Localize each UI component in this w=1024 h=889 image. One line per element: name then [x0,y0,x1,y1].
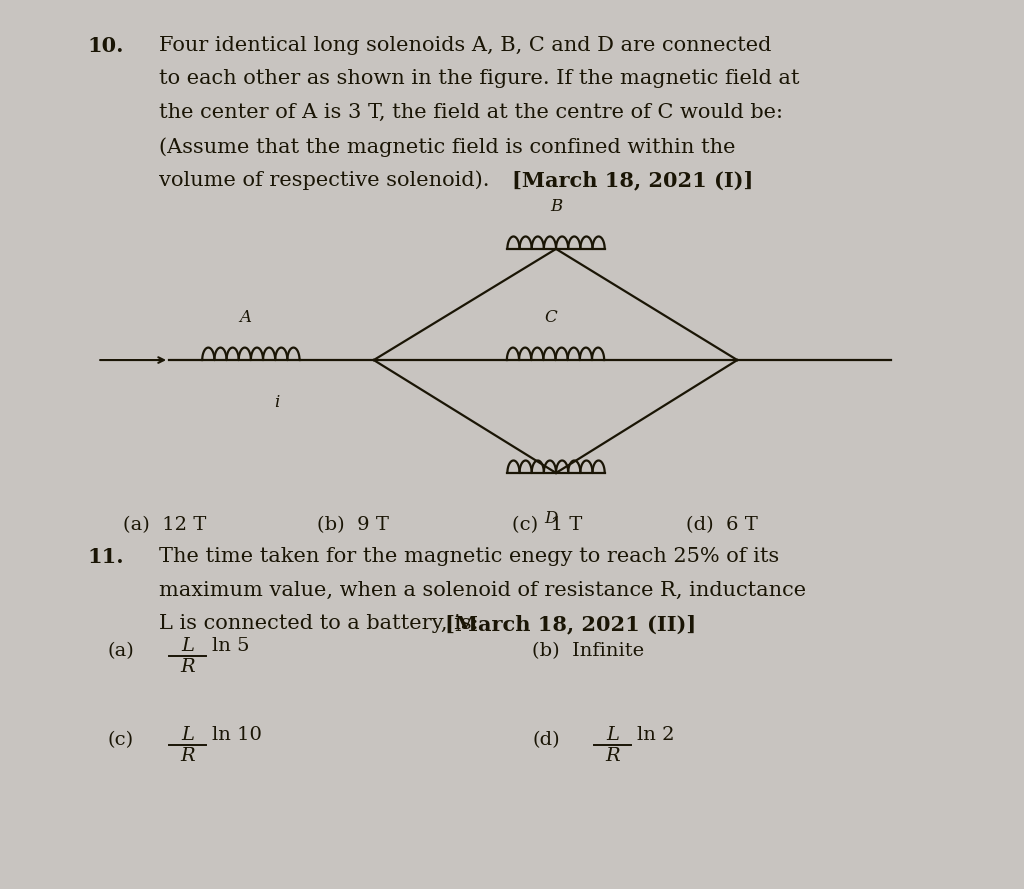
Text: ln 5: ln 5 [212,637,250,655]
Text: i: i [273,394,280,411]
Text: L: L [181,637,194,655]
Text: 10.: 10. [87,36,124,55]
Text: R: R [605,747,620,765]
Text: [March 18, 2021 (I)]: [March 18, 2021 (I)] [512,171,754,190]
Text: Four identical long solenoids A, B, C and D are connected: Four identical long solenoids A, B, C an… [159,36,771,54]
Text: D: D [544,510,558,527]
Text: C: C [544,309,557,326]
Text: B: B [550,198,562,215]
Text: (a): (a) [108,642,134,660]
Text: 11.: 11. [87,547,124,566]
Text: (b)  Infinite: (b) Infinite [532,642,644,660]
Text: R: R [180,658,195,676]
Text: (b)  9 T: (b) 9 T [317,516,389,533]
Text: (d): (d) [532,731,560,749]
Text: ln 2: ln 2 [637,726,675,744]
Text: (d)  6 T: (d) 6 T [686,516,758,533]
Text: L: L [606,726,618,744]
Text: [March 18, 2021 (II)]: [March 18, 2021 (II)] [445,614,696,634]
Text: (c): (c) [108,731,134,749]
Text: maximum value, when a solenoid of resistance R, inductance: maximum value, when a solenoid of resist… [159,581,806,599]
Text: the center of A is 3 T, the field at the centre of C would be:: the center of A is 3 T, the field at the… [159,103,782,122]
Text: The time taken for the magnetic enegy to reach 25% of its: The time taken for the magnetic enegy to… [159,547,779,565]
Text: L: L [181,726,194,744]
Text: (Assume that the magnetic field is confined within the: (Assume that the magnetic field is confi… [159,137,735,156]
Text: (c)  1 T: (c) 1 T [512,516,583,533]
Text: A: A [240,309,252,326]
Text: volume of respective solenoid).: volume of respective solenoid). [159,171,489,190]
Text: R: R [180,747,195,765]
Text: (a)  12 T: (a) 12 T [123,516,206,533]
Text: to each other as shown in the figure. If the magnetic field at: to each other as shown in the figure. If… [159,69,799,88]
Text: L is connected to a battery, is:: L is connected to a battery, is: [159,614,478,633]
Text: ln 10: ln 10 [212,726,262,744]
